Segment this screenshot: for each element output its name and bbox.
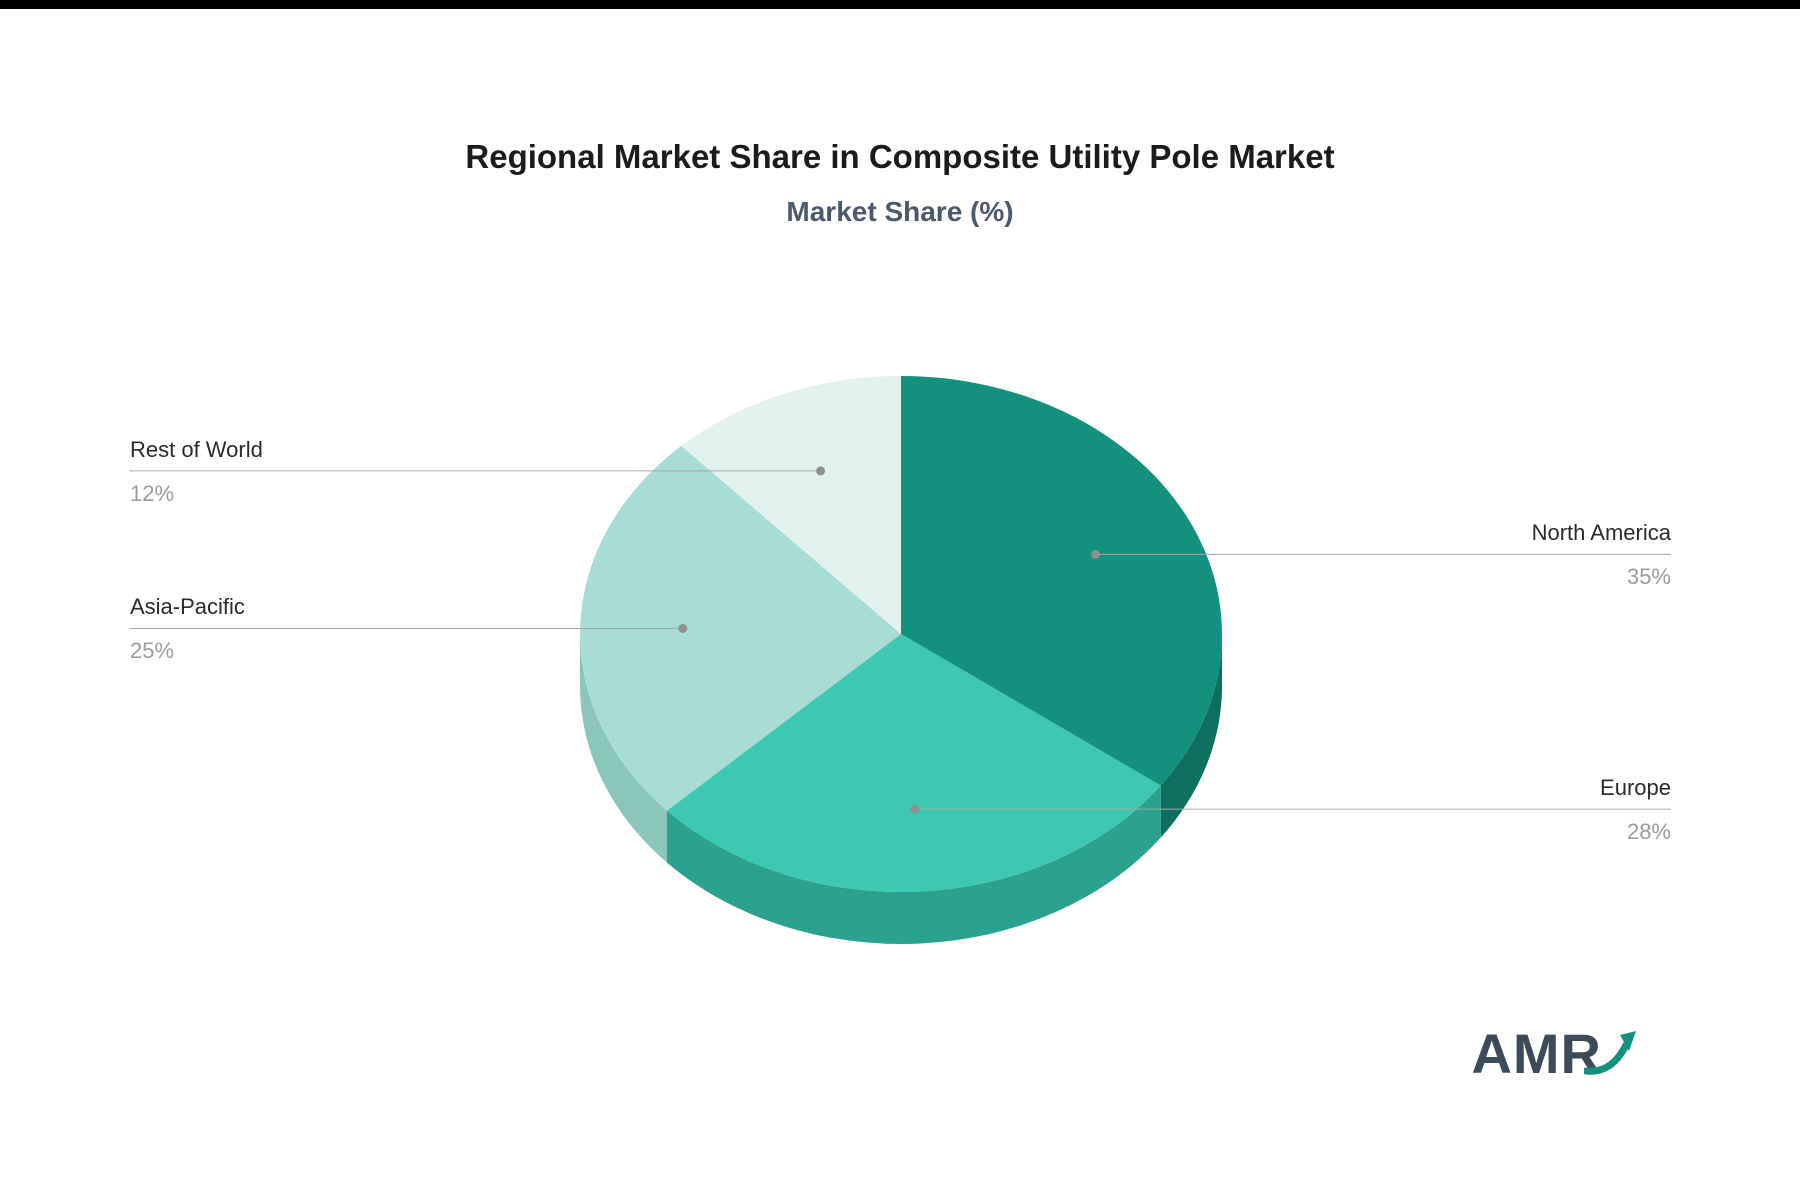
slice-side-north-america [1160, 634, 1222, 838]
chart-title: Regional Market Share in Composite Utili… [465, 138, 1335, 175]
slice-asia-pacific [580, 445, 901, 811]
callout-label: Rest of World [130, 436, 263, 462]
callout-value: 28% [1626, 819, 1671, 845]
slice-europe [667, 634, 1161, 892]
slice-side-europe [667, 785, 1161, 944]
leader-dot [1091, 549, 1100, 559]
amr-logo-arrow-icon [1584, 1030, 1636, 1075]
slice-rest-of-world [681, 376, 901, 634]
callout-value: 12% [130, 480, 175, 506]
callout-label: Asia-Pacific [130, 594, 245, 620]
leader-dot [910, 804, 920, 814]
callout-value: 35% [1626, 564, 1671, 590]
callout-value: 25% [130, 638, 175, 664]
amr-logo: AMR [1471, 1021, 1636, 1086]
top-bar [0, 0, 1800, 9]
slice-side-asia-pacific [580, 634, 667, 863]
slice-north-america [901, 376, 1222, 786]
callout-label: Europe [1600, 775, 1671, 801]
amr-logo-text: AMR [1471, 1022, 1602, 1085]
chart-subtitle: Market Share (%) [786, 196, 1014, 227]
leader-dot [678, 624, 688, 633]
leader-dot [816, 466, 826, 476]
callout-label: North America [1531, 520, 1671, 546]
